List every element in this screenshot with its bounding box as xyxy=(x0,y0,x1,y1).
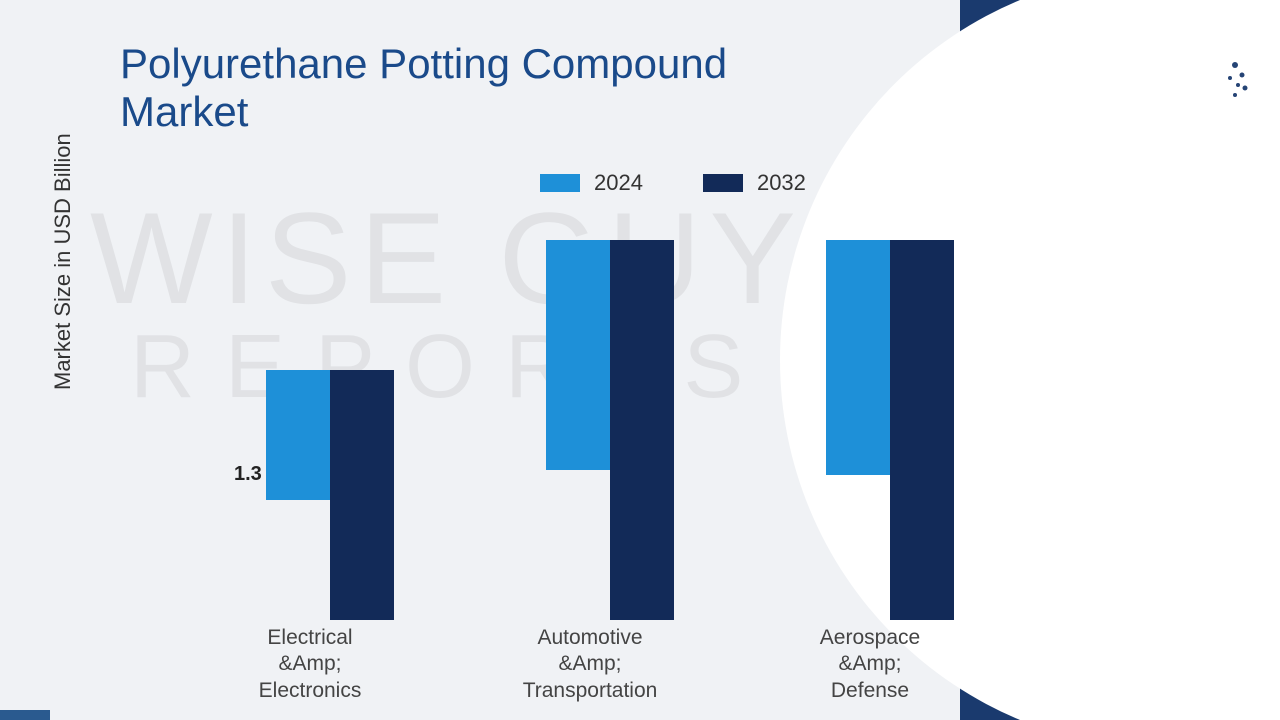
category-label: Electrical&Amp;Electronics xyxy=(210,625,410,704)
bar xyxy=(826,240,890,475)
bar xyxy=(610,240,674,620)
y-axis-label: Market Size in USD Billion xyxy=(50,133,76,390)
bottom-accent-bar xyxy=(0,710,50,720)
legend-label-2024: 2024 xyxy=(594,170,643,196)
category-label: Aerospace&Amp;Defense xyxy=(770,625,970,704)
plot-region: 1.3 xyxy=(180,220,980,620)
bar-group xyxy=(800,240,980,620)
category-label: Automotive&Amp;Transportation xyxy=(490,625,690,704)
bar xyxy=(890,240,954,620)
chart-area: Market Size in USD Billion 2024 2032 1.3… xyxy=(60,160,980,700)
legend-swatch-2024 xyxy=(540,174,580,192)
ai-head-icon xyxy=(1190,40,1260,130)
legend-item-2032: 2032 xyxy=(703,170,806,196)
bar-group xyxy=(240,370,420,620)
bar xyxy=(546,240,610,470)
bar xyxy=(330,370,394,620)
legend-swatch-2032 xyxy=(703,174,743,192)
legend-item-2024: 2024 xyxy=(540,170,643,196)
chart-title: Polyurethane Potting Compound Market xyxy=(120,40,840,137)
legend-label-2032: 2032 xyxy=(757,170,806,196)
bar-group xyxy=(520,240,700,620)
brand-logo: WISE GUY REPORTS xyxy=(1048,40,1250,94)
legend: 2024 2032 xyxy=(540,170,806,196)
page-root: WISE GUY REPORTS Polyurethane Potting Co… xyxy=(0,0,1280,720)
bar xyxy=(266,370,330,500)
